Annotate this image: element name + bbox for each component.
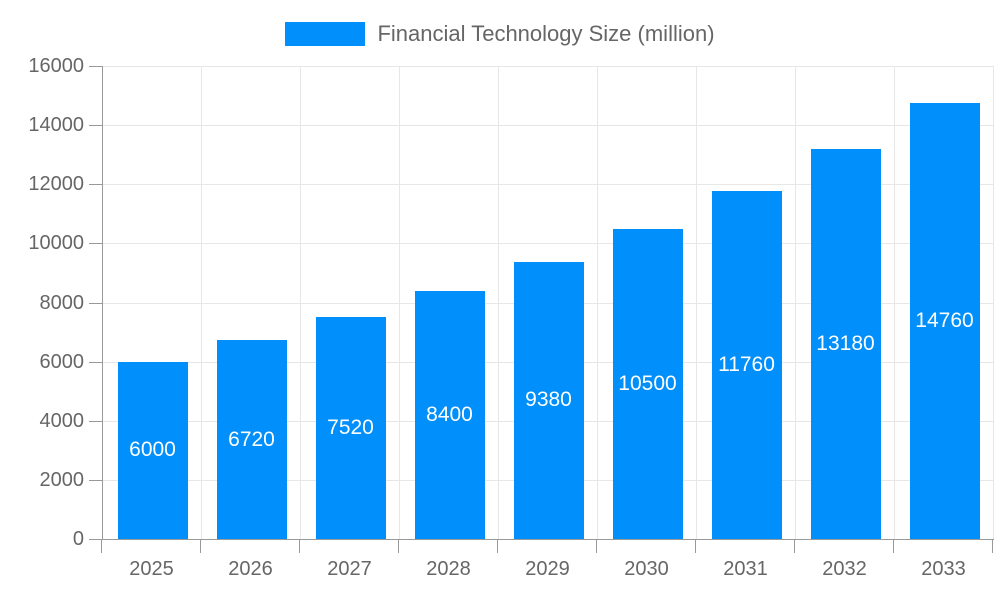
bar-2033[interactable]: 14760 bbox=[909, 102, 980, 539]
plot-area: 6000 6720 7520 8400 9380 10500 11760 13180 14760 bbox=[102, 66, 994, 540]
gridline-vertical bbox=[993, 66, 994, 539]
y-axis-tick-label: 4000 bbox=[39, 409, 85, 432]
x-axis-tick-label: 2031 bbox=[723, 558, 768, 580]
x-axis-tick bbox=[200, 540, 201, 553]
gridline-vertical bbox=[300, 66, 301, 539]
x-axis-tick bbox=[398, 540, 399, 553]
x-axis-tick bbox=[497, 540, 498, 553]
y-axis-tick bbox=[89, 66, 102, 67]
y-axis-tick-label: 6000 bbox=[39, 350, 85, 373]
bar-value-label: 6000 bbox=[129, 438, 176, 462]
y-axis-tick bbox=[89, 125, 102, 127]
x-axis-tick bbox=[992, 540, 993, 553]
bar-value-label: 10500 bbox=[618, 371, 677, 395]
y-axis-tick bbox=[89, 420, 102, 422]
bar-value-label: 6720 bbox=[228, 427, 275, 451]
gridline-vertical bbox=[795, 66, 796, 539]
x-axis-tick bbox=[794, 540, 795, 553]
gridline-horizontal bbox=[103, 184, 994, 186]
x-axis-tick-label: 2025 bbox=[129, 558, 174, 580]
gridline-vertical bbox=[696, 66, 697, 539]
x-axis-tick bbox=[893, 540, 894, 553]
y-axis-tick bbox=[89, 184, 102, 186]
bar-2030[interactable]: 10500 bbox=[612, 228, 683, 539]
x-axis-tick bbox=[101, 540, 102, 553]
gridline-horizontal bbox=[103, 66, 994, 67]
x-axis-tick-label: 2027 bbox=[327, 558, 372, 580]
bar-value-label: 14760 bbox=[915, 308, 974, 332]
gridline-horizontal bbox=[103, 243, 994, 245]
y-axis-tick-label: 14000 bbox=[28, 114, 84, 137]
bar-2029[interactable]: 9380 bbox=[513, 261, 584, 539]
bar-value-label: 9380 bbox=[525, 388, 572, 412]
bar-2026[interactable]: 6720 bbox=[216, 340, 287, 539]
gridline-vertical bbox=[597, 66, 598, 539]
bar-2032[interactable]: 13180 bbox=[810, 149, 881, 539]
legend-label: Financial Technology Size (million) bbox=[377, 21, 715, 46]
bar-2031[interactable]: 11760 bbox=[711, 191, 782, 539]
gridline-horizontal bbox=[103, 125, 994, 127]
gridline-vertical bbox=[498, 66, 499, 539]
gridline-vertical bbox=[399, 66, 400, 539]
bar-value-label: 7520 bbox=[327, 415, 374, 439]
bar-2028[interactable]: 8400 bbox=[414, 290, 485, 539]
y-axis-tick-label: 2000 bbox=[39, 468, 85, 491]
x-axis-tick-label: 2032 bbox=[822, 558, 867, 580]
legend-swatch-icon bbox=[285, 22, 366, 46]
x-axis-tick bbox=[695, 540, 696, 553]
legend[interactable]: Financial Technology Size (million) bbox=[0, 22, 1000, 46]
y-axis-tick-label: 16000 bbox=[28, 55, 84, 77]
x-axis-tick-label: 2029 bbox=[525, 558, 570, 580]
y-axis-tick-label: 12000 bbox=[28, 173, 84, 196]
y-axis-tick-label: 0 bbox=[72, 528, 84, 550]
y-axis-tick bbox=[89, 243, 102, 245]
y-axis-tick-label: 8000 bbox=[39, 291, 85, 314]
x-axis-tick-label: 2026 bbox=[228, 558, 273, 580]
y-axis-tick bbox=[89, 361, 102, 363]
y-axis-tick bbox=[89, 479, 102, 481]
gridline-vertical bbox=[894, 66, 895, 539]
x-axis-tick-label: 2028 bbox=[426, 558, 471, 580]
bar-2025[interactable]: 6000 bbox=[117, 361, 188, 539]
bar-value-label: 13180 bbox=[816, 332, 875, 356]
gridline-vertical bbox=[201, 66, 202, 539]
x-axis-tick-label: 2030 bbox=[624, 558, 669, 580]
bar-2027[interactable]: 7520 bbox=[315, 316, 386, 539]
x-axis-tick bbox=[299, 540, 300, 553]
x-axis-tick bbox=[596, 540, 597, 553]
bar-value-label: 8400 bbox=[426, 402, 473, 426]
x-axis-tick-label: 2033 bbox=[921, 558, 966, 580]
bar-value-label: 11760 bbox=[718, 353, 775, 377]
y-axis-tick bbox=[89, 302, 102, 304]
y-axis-tick-label: 10000 bbox=[28, 232, 84, 255]
y-axis-tick bbox=[89, 539, 102, 540]
